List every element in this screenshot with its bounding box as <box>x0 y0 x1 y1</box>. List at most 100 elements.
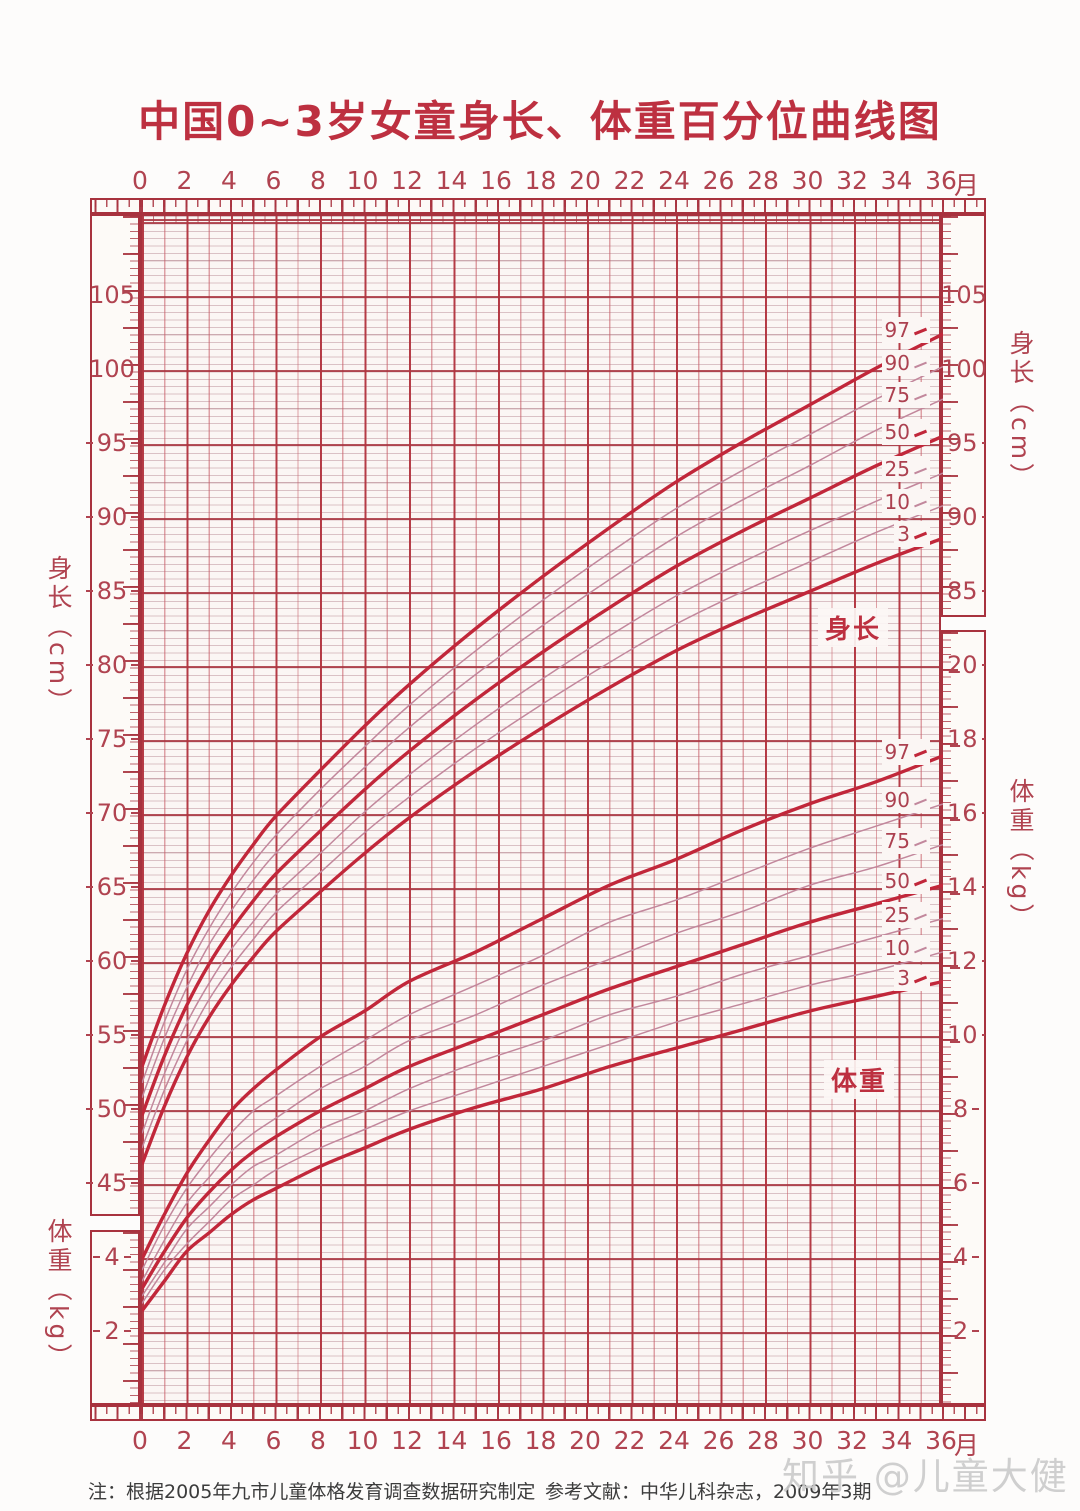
left-height-tick-label-dash-right <box>131 442 138 444</box>
left-height-tick-label: 80 <box>86 651 138 679</box>
left-height-tick-label-dash-left <box>86 1034 93 1036</box>
height-percentile-dash-25 <box>914 467 927 475</box>
weight-percentile-value-90: 90 <box>884 787 910 812</box>
weight-curve-p3 <box>142 979 943 1312</box>
weight-percentile-label-75: 75 <box>881 827 930 854</box>
left-height-tick-label-dash-left <box>86 442 93 444</box>
right-weight-tick-label-dash-right <box>981 1034 985 1036</box>
left-height-tick-label-value: 50 <box>96 1095 128 1123</box>
height-curve-p50 <box>142 434 943 1117</box>
left-height-tick-label-dash-right <box>131 664 138 666</box>
right-height-tick-label-value: 100 <box>941 355 987 383</box>
weight-percentile-dash-25 <box>914 913 927 920</box>
left-height-tick-label-value: 95 <box>96 429 128 457</box>
left-height-tick-label-dash-right <box>131 516 138 518</box>
left-height-tick-label-value: 70 <box>96 799 128 827</box>
left-height-tick-label-dash-left <box>86 1108 93 1110</box>
height-zone-label: 身长 <box>818 608 889 647</box>
height-percentile-dash-3 <box>913 531 928 540</box>
left-height-tick-label-dash-left <box>86 1182 93 1184</box>
right-weight-tick-label-value: 18 <box>947 725 978 753</box>
left-height-tick-label-dash-left <box>86 738 93 740</box>
left-height-tick-label-dash-right <box>131 738 138 740</box>
right-weight-tick-label: 8 <box>947 1095 985 1123</box>
top-axis-month-label: 30 <box>791 166 824 195</box>
top-axis-month-label: 32 <box>836 166 868 195</box>
left-height-ruler <box>90 214 140 1216</box>
height-curve-p75 <box>142 398 943 1098</box>
left-height-tick-label-value: 80 <box>96 651 128 679</box>
height-percentile-label-50: 50 <box>881 419 930 446</box>
height-curve-p97 <box>142 332 943 1068</box>
top-axis-month-label: 0 <box>132 166 148 195</box>
weight-percentile-label-10: 10 <box>881 934 930 961</box>
top-axis-month-label: 18 <box>524 166 557 195</box>
top-axis-month-label: 26 <box>702 166 735 195</box>
right-height-ruler-fine-ticks <box>943 216 951 615</box>
left-weight-ruler <box>90 1230 140 1405</box>
footnote-reference: 参考文献：中华儿科杂志，2009年3期 <box>545 1481 872 1503</box>
top-axis-month-label: 36 <box>925 166 957 195</box>
height-percentile-label-10: 10 <box>881 488 930 515</box>
weight-percentile-label-97: 97 <box>881 738 930 765</box>
right-weight-tick-label-value: 16 <box>947 799 978 827</box>
right-weight-tick-label-dash-right <box>972 1182 980 1184</box>
bottom-axis-month-label: 2 <box>176 1426 193 1455</box>
top-axis-month-label: 8 <box>310 166 326 195</box>
right-weight-tick-label-dash-right <box>972 1108 980 1110</box>
top-axis-month-label: 28 <box>747 166 779 195</box>
left-weight-ruler-fine-ticks <box>130 1232 138 1403</box>
top-axis-month-label: 16 <box>480 166 512 195</box>
right-height-tick-label-dash-right <box>981 590 985 592</box>
right-weight-tick-label-value: 20 <box>947 651 978 679</box>
bottom-axis-month-label: 16 <box>480 1426 512 1455</box>
right-weight-tick-label: 18 <box>947 725 985 753</box>
left-height-tick-label-dash-left <box>86 516 93 518</box>
left-height-tick-label-value: 90 <box>96 503 128 531</box>
left-height-tick-label-value: 60 <box>96 947 128 975</box>
left-weight-tick-label-dash-left <box>93 1330 101 1332</box>
left-weight-tick-label-dash-left <box>93 1256 101 1258</box>
left-height-tick-label: 85 <box>86 577 138 605</box>
right-weight-tick-label-value: 4 <box>952 1243 969 1271</box>
left-height-tick-label-value: 100 <box>89 355 135 383</box>
right-height-tick-label: 105 <box>941 281 987 309</box>
bottom-axis-month-label: 4 <box>221 1426 237 1455</box>
left-height-tick-label: 100 <box>86 355 138 383</box>
right-height-axis-label: 身长（cm） <box>1006 330 1035 493</box>
bottom-axis-month-unit: 月 <box>954 1431 980 1460</box>
left-height-axis-label: 身长（cm） <box>44 555 73 718</box>
top-axis-month-label: 4 <box>221 166 237 195</box>
right-weight-tick-label-dash-right <box>981 960 985 962</box>
right-height-ruler <box>941 214 986 617</box>
height-percentile-label-97: 97 <box>881 317 930 343</box>
weight-percentile-dash-97 <box>913 749 928 758</box>
height-percentile-value-97: 97 <box>884 318 910 342</box>
right-height-tick-label-dash-right <box>981 516 985 518</box>
left-height-tick-label: 50 <box>86 1095 138 1123</box>
weight-percentile-value-75: 75 <box>884 828 910 853</box>
left-height-tick-label: 55 <box>86 1021 138 1049</box>
left-height-tick-label-value: 55 <box>96 1021 128 1049</box>
left-height-tick-label-value: 105 <box>89 281 135 309</box>
weight-percentile-label-3: 3 <box>894 964 930 991</box>
bottom-axis-month-label: 8 <box>310 1426 326 1455</box>
weight-curve-p25 <box>142 917 943 1297</box>
weight-percentile-label-90: 90 <box>881 786 930 813</box>
left-height-tick-label-dash-right <box>131 960 138 962</box>
right-height-tick-label-value: 90 <box>947 503 978 531</box>
bottom-axis-month-label: 32 <box>836 1426 868 1455</box>
height-curve-p10 <box>142 505 943 1149</box>
left-weight-tick-label-dash-right <box>123 1256 131 1258</box>
top-axis-month-label: 20 <box>569 166 601 195</box>
top-axis-month-label: 24 <box>658 166 690 195</box>
left-height-tick-label: 45 <box>86 1169 138 1197</box>
weight-percentile-dash-75 <box>914 839 927 846</box>
weight-curve-p50 <box>142 883 943 1290</box>
right-weight-tick-label: 16 <box>947 799 985 827</box>
left-height-tick-label: 90 <box>86 503 138 531</box>
bottom-axis-month-label: 6 <box>265 1426 282 1455</box>
bottom-axis-month-label: 36 <box>925 1426 957 1455</box>
height-percentile-dash-10 <box>914 500 927 508</box>
top-axis-month-label: 12 <box>391 166 423 195</box>
